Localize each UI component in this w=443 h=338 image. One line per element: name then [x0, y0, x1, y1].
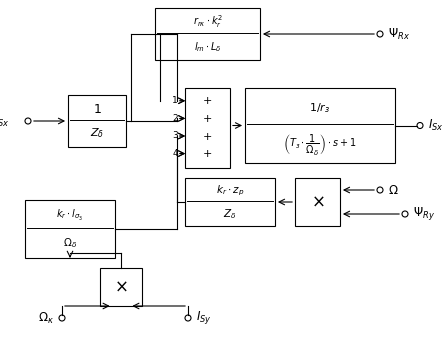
FancyBboxPatch shape	[155, 8, 260, 60]
Text: $k_r\cdot l_{\sigma_3}$: $k_r\cdot l_{\sigma_3}$	[56, 208, 84, 223]
Text: $I_{Sy}$: $I_{Sy}$	[196, 310, 212, 327]
FancyBboxPatch shape	[295, 178, 340, 226]
Text: $l_m\cdot L_{\delta}$: $l_m\cdot L_{\delta}$	[194, 40, 222, 54]
Text: $\left(T_з\cdot\dfrac{1}{\Omega_{\delta}}\right)\cdot s+1$: $\left(T_з\cdot\dfrac{1}{\Omega_{\delta}…	[283, 132, 357, 158]
FancyBboxPatch shape	[185, 88, 230, 168]
Text: $+$: $+$	[202, 95, 213, 106]
Text: $1$: $1$	[93, 102, 101, 116]
FancyBboxPatch shape	[25, 200, 115, 258]
Text: $k_r\cdot z_p$: $k_r\cdot z_p$	[216, 184, 244, 198]
Text: $Z_{\delta}$: $Z_{\delta}$	[223, 207, 237, 221]
FancyBboxPatch shape	[68, 95, 126, 147]
Text: $1/r_з$: $1/r_з$	[309, 101, 330, 115]
Text: $\Omega$: $\Omega$	[388, 184, 399, 196]
Text: $\times$: $\times$	[311, 193, 324, 211]
Text: $\times$: $\times$	[114, 278, 128, 296]
Text: $I_{Sx}$: $I_{Sx}$	[428, 118, 443, 133]
Text: $\Psi_{Ry}$: $\Psi_{Ry}$	[413, 206, 435, 222]
Text: $\Psi_{Rx}$: $\Psi_{Rx}$	[388, 26, 410, 42]
Text: $\Omega_{\delta}$: $\Omega_{\delta}$	[63, 237, 77, 250]
Text: $r_{r\kappa}\cdot k_r^2$: $r_{r\kappa}\cdot k_r^2$	[193, 14, 222, 30]
FancyBboxPatch shape	[185, 178, 275, 226]
FancyBboxPatch shape	[245, 88, 395, 163]
Text: $+$: $+$	[202, 130, 213, 142]
Text: $\Omega_{\kappa}$: $\Omega_{\kappa}$	[38, 310, 54, 325]
Text: 2: 2	[172, 114, 178, 123]
Text: 4: 4	[172, 149, 178, 158]
Text: $+$: $+$	[202, 148, 213, 159]
Text: $U_{Sx}$: $U_{Sx}$	[0, 114, 10, 128]
Text: $+$: $+$	[202, 113, 213, 124]
Text: $Z_{\delta}$: $Z_{\delta}$	[90, 126, 104, 140]
FancyBboxPatch shape	[100, 268, 142, 306]
Text: 1: 1	[172, 96, 178, 105]
Text: 3: 3	[172, 131, 178, 141]
